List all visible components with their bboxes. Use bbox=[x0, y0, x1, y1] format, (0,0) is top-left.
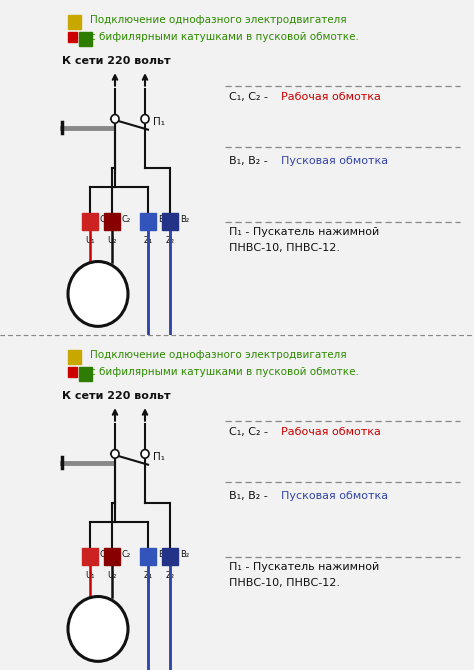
Bar bbox=[68, 367, 77, 377]
Text: Z₁: Z₁ bbox=[144, 571, 153, 580]
Bar bbox=[68, 15, 81, 29]
Text: П₁: П₁ bbox=[153, 452, 165, 462]
Bar bbox=[68, 350, 81, 364]
Text: Подключение однофазного электродвигателя: Подключение однофазного электродвигателя bbox=[90, 350, 346, 360]
Text: В₁, В₂ -: В₁, В₂ - bbox=[229, 490, 271, 500]
Text: 1~: 1~ bbox=[88, 632, 108, 646]
Text: M: M bbox=[89, 612, 107, 630]
Text: Подключение однофазного электродвигателя: Подключение однофазного электродвигателя bbox=[90, 15, 346, 25]
Bar bbox=[79, 32, 92, 46]
Text: Z₂: Z₂ bbox=[165, 571, 174, 580]
Text: U₁: U₁ bbox=[85, 571, 95, 580]
Text: Рабочая обмотка: Рабочая обмотка bbox=[281, 427, 381, 437]
Circle shape bbox=[111, 115, 119, 123]
Text: К сети 220 вольт: К сети 220 вольт bbox=[62, 391, 171, 401]
Text: Рабочая обмотка: Рабочая обмотка bbox=[281, 92, 381, 102]
Text: В₁: В₁ bbox=[158, 215, 167, 224]
Text: В₁, В₂ -: В₁, В₂ - bbox=[229, 155, 271, 165]
Bar bbox=[82, 213, 98, 230]
Text: В₂: В₂ bbox=[180, 550, 189, 559]
Circle shape bbox=[141, 450, 149, 458]
Bar bbox=[79, 367, 92, 381]
Text: П₁: П₁ bbox=[153, 117, 165, 127]
Text: В₂: В₂ bbox=[180, 215, 189, 224]
Text: С₁, С₂ -: С₁, С₂ - bbox=[229, 427, 272, 437]
Text: В₁: В₁ bbox=[158, 550, 167, 559]
Text: П₁ - Пускатель нажимной
ПНВС-10, ПНВС-12.: П₁ - Пускатель нажимной ПНВС-10, ПНВС-12… bbox=[229, 227, 379, 253]
Text: Z₁: Z₁ bbox=[144, 236, 153, 245]
Bar bbox=[162, 548, 178, 565]
Text: с бифилярными катушками в пусковой обмотке.: с бифилярными катушками в пусковой обмот… bbox=[90, 32, 359, 42]
Text: С₂: С₂ bbox=[122, 550, 131, 559]
Text: U₂: U₂ bbox=[107, 236, 117, 245]
Bar bbox=[104, 548, 120, 565]
Text: M: M bbox=[89, 277, 107, 295]
Circle shape bbox=[111, 450, 119, 458]
Text: С₁: С₁ bbox=[100, 215, 109, 224]
Text: С₂: С₂ bbox=[122, 215, 131, 224]
Text: Z₂: Z₂ bbox=[165, 236, 174, 245]
Text: С₁, С₂ -: С₁, С₂ - bbox=[229, 92, 272, 102]
Text: 1~: 1~ bbox=[88, 297, 108, 311]
Bar bbox=[140, 213, 156, 230]
Text: Пусковая обмотка: Пусковая обмотка bbox=[281, 155, 388, 165]
Circle shape bbox=[68, 261, 128, 326]
Text: с бифилярными катушками в пусковой обмотке.: с бифилярными катушками в пусковой обмот… bbox=[90, 367, 359, 377]
Circle shape bbox=[141, 115, 149, 123]
Text: U₁: U₁ bbox=[85, 236, 95, 245]
Text: С₁: С₁ bbox=[100, 550, 109, 559]
Circle shape bbox=[68, 596, 128, 661]
Bar bbox=[82, 548, 98, 565]
Text: U₂: U₂ bbox=[107, 571, 117, 580]
Text: К сети 220 вольт: К сети 220 вольт bbox=[62, 56, 171, 66]
Bar bbox=[104, 213, 120, 230]
Bar bbox=[140, 548, 156, 565]
Text: П₁ - Пускатель нажимной
ПНВС-10, ПНВС-12.: П₁ - Пускатель нажимной ПНВС-10, ПНВС-12… bbox=[229, 562, 379, 588]
Text: Пусковая обмотка: Пусковая обмотка bbox=[281, 490, 388, 500]
Bar bbox=[68, 32, 77, 42]
Bar bbox=[162, 213, 178, 230]
